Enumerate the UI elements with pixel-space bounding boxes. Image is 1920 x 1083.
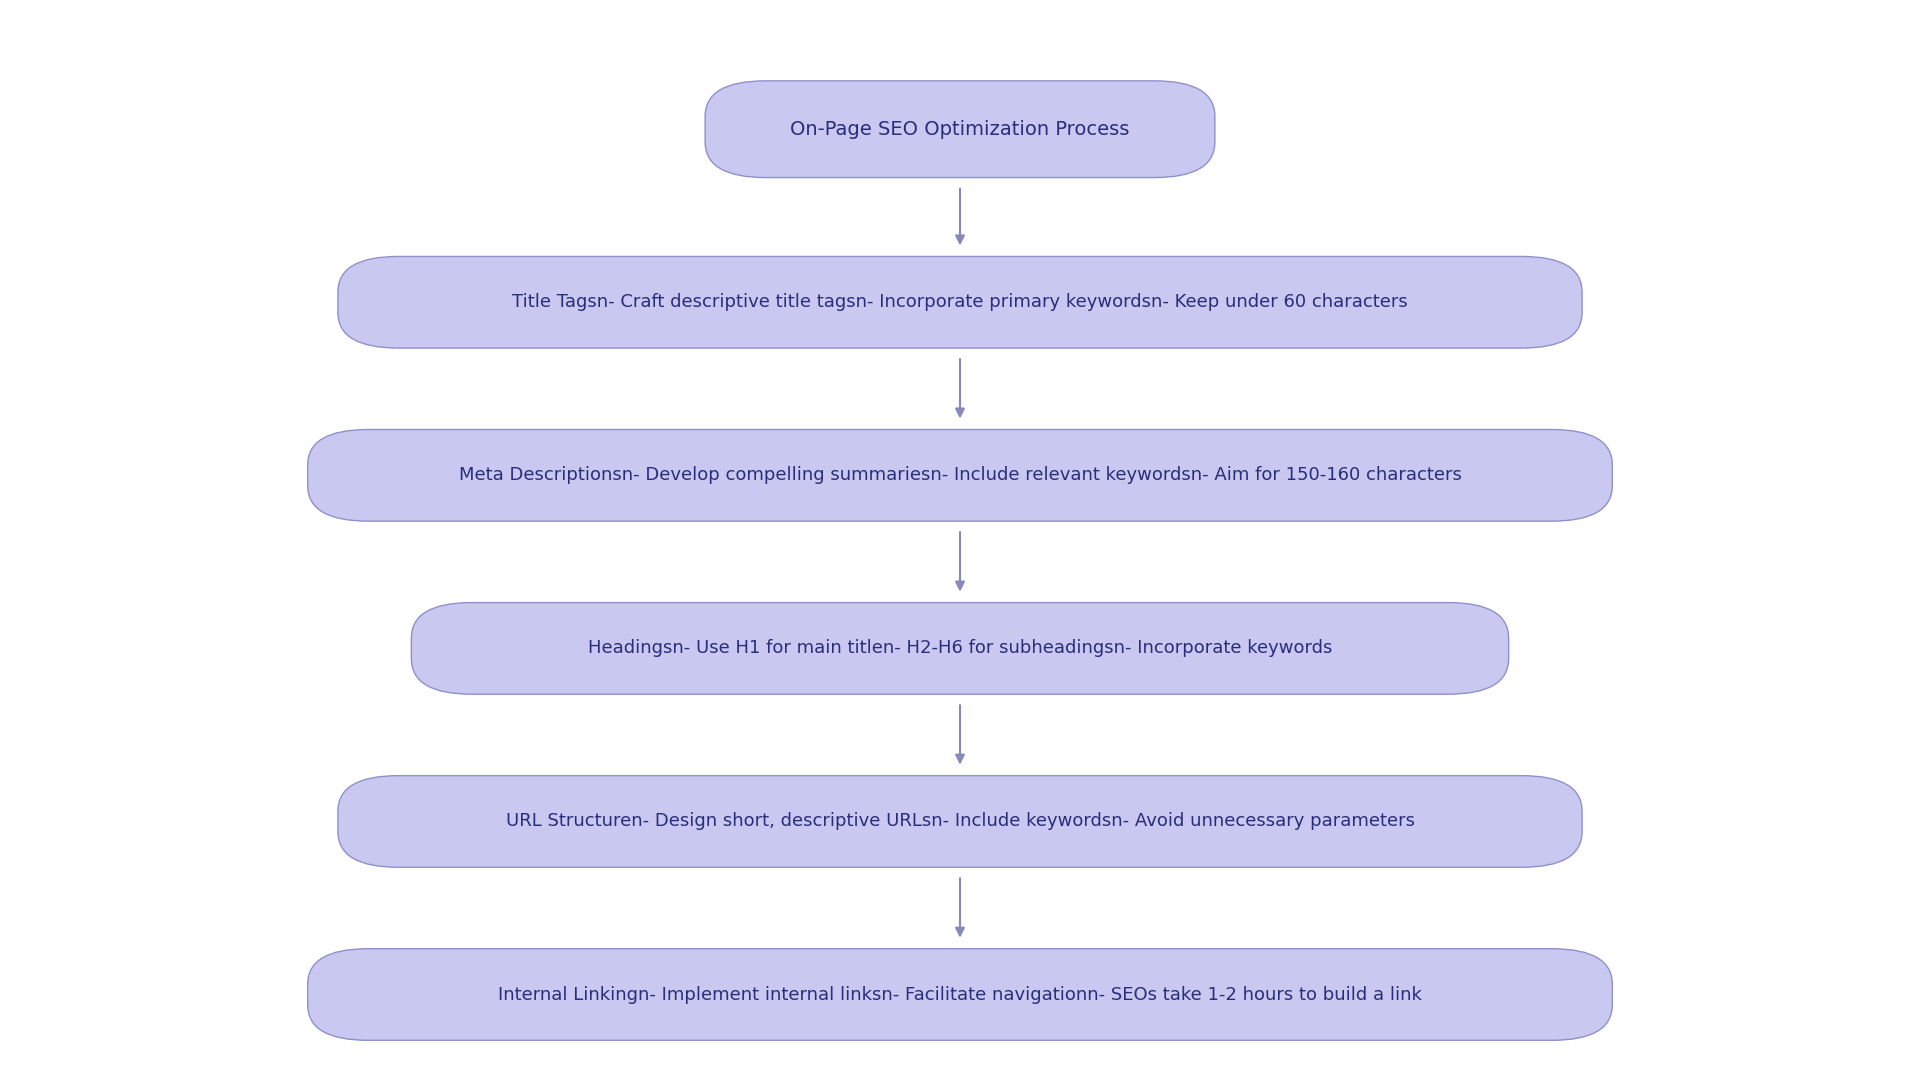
Text: Headingsn- Use H1 for main titlen- H2-H6 for subheadingsn- Incorporate keywords: Headingsn- Use H1 for main titlen- H2-H6… bbox=[588, 639, 1332, 657]
FancyBboxPatch shape bbox=[705, 81, 1215, 178]
Text: Title Tagsn- Craft descriptive title tagsn- Incorporate primary keywordsn- Keep : Title Tagsn- Craft descriptive title tag… bbox=[513, 293, 1407, 311]
FancyBboxPatch shape bbox=[411, 602, 1509, 694]
Text: Meta Descriptionsn- Develop compelling summariesn- Include relevant keywordsn- A: Meta Descriptionsn- Develop compelling s… bbox=[459, 467, 1461, 484]
Text: On-Page SEO Optimization Process: On-Page SEO Optimization Process bbox=[791, 120, 1129, 139]
FancyBboxPatch shape bbox=[338, 775, 1582, 867]
FancyBboxPatch shape bbox=[307, 949, 1613, 1041]
FancyBboxPatch shape bbox=[307, 430, 1613, 521]
Text: Internal Linkingn- Implement internal linksn- Facilitate navigationn- SEOs take : Internal Linkingn- Implement internal li… bbox=[497, 986, 1423, 1004]
FancyBboxPatch shape bbox=[338, 257, 1582, 348]
Text: URL Structuren- Design short, descriptive URLsn- Include keywordsn- Avoid unnece: URL Structuren- Design short, descriptiv… bbox=[505, 812, 1415, 831]
